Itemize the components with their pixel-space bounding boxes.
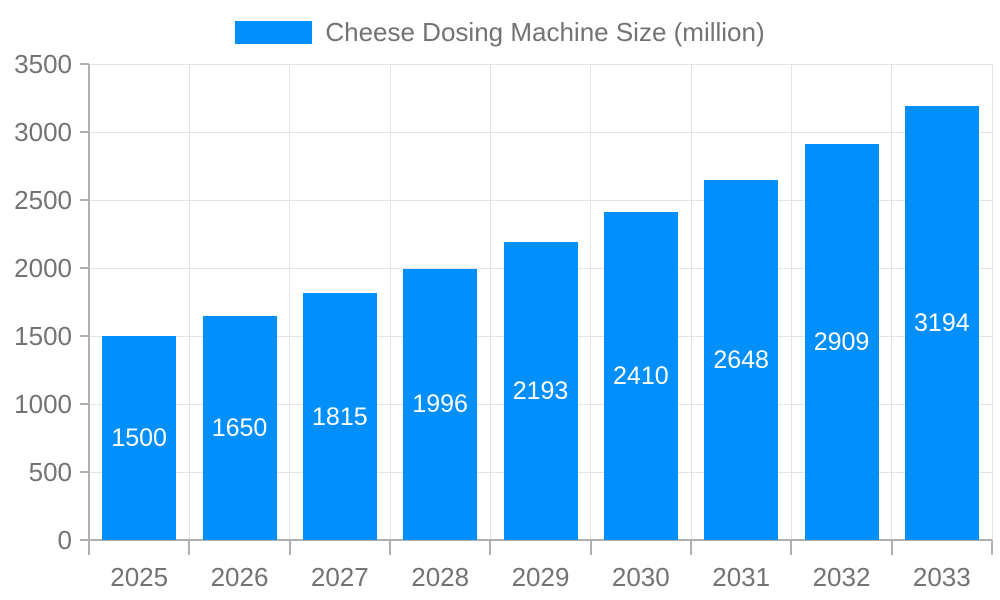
bar-value-label: 2648 [713,345,769,374]
x-axis-tick [991,540,993,555]
bar-value-label: 1815 [312,402,368,431]
x-gridline [188,64,190,540]
x-axis-tick-label: 2028 [411,562,470,592]
x-axis-tick-label: 2027 [310,562,369,592]
x-gridline [991,64,993,540]
bar [302,293,377,540]
y-axis-tick [80,335,89,337]
x-axis-tick [489,540,492,555]
x-axis-tick-label: 2033 [912,562,971,592]
legend[interactable]: Cheese Dosing Machine Size (million) [0,16,1000,48]
bar-value-label: 1996 [412,390,468,419]
x-axis-tick-label: 2031 [712,562,771,592]
y-axis-tick-label: 3000 [14,117,72,147]
x-axis-tick-label: 2029 [511,562,570,592]
x-axis-tick [589,540,592,555]
bar-value-label: 1500 [111,424,167,452]
x-axis-tick [790,540,793,555]
x-axis-tick [188,540,191,555]
x-gridline [489,64,491,540]
bar [202,315,277,540]
x-gridline [891,64,893,540]
x-axis-tick-label: 2025 [110,562,169,592]
bar-value-label: 1650 [211,413,268,442]
x-axis-tick [890,540,893,555]
x-axis-tick [690,540,692,555]
y-axis-tick-label: 2500 [14,185,72,215]
y-axis-tick [80,131,89,133]
bar [503,241,578,540]
x-gridline [690,64,692,540]
bar [904,105,979,540]
x-axis-line [89,539,992,541]
y-axis-tick [80,267,89,269]
x-axis-tick [389,540,391,555]
x-gridline [790,64,792,540]
legend-label: Cheese Dosing Machine Size (million) [325,17,765,47]
y-gridline [89,63,992,65]
y-axis-tick-label: 2000 [14,253,72,283]
bar [603,212,678,540]
y-axis-tick [80,539,89,541]
x-gridline [590,64,592,540]
y-axis-tick-label: 500 [28,457,72,487]
y-gridline [89,199,992,201]
bar [403,268,478,540]
legend-swatch [235,20,313,44]
y-axis-tick-label: 1500 [14,321,72,351]
bar-value-label: 3194 [914,308,970,337]
y-axis-tick-label: 3500 [14,49,72,79]
y-axis-tick-label: 1000 [14,389,72,419]
bar [102,336,177,540]
x-axis-tick-label: 2026 [210,562,269,592]
x-axis-tick [288,540,291,555]
y-axis-tick [80,199,89,201]
y-axis-tick [80,403,89,405]
x-axis-tick [88,540,90,555]
x-gridline [289,64,291,540]
bar-value-label: 2909 [813,328,870,357]
y-axis-tick [80,471,89,473]
y-axis-tick-label: 0 [57,525,72,555]
y-axis-tick [80,63,89,65]
y-gridline [89,131,992,133]
bar-value-label: 2193 [512,376,569,405]
y-axis-line [88,64,90,540]
x-gridline [389,64,391,540]
bar [804,144,879,540]
x-axis-tick-label: 2032 [812,562,871,592]
bar [704,179,779,540]
bar-value-label: 2410 [613,362,669,391]
x-axis-tick-label: 2030 [611,562,670,592]
